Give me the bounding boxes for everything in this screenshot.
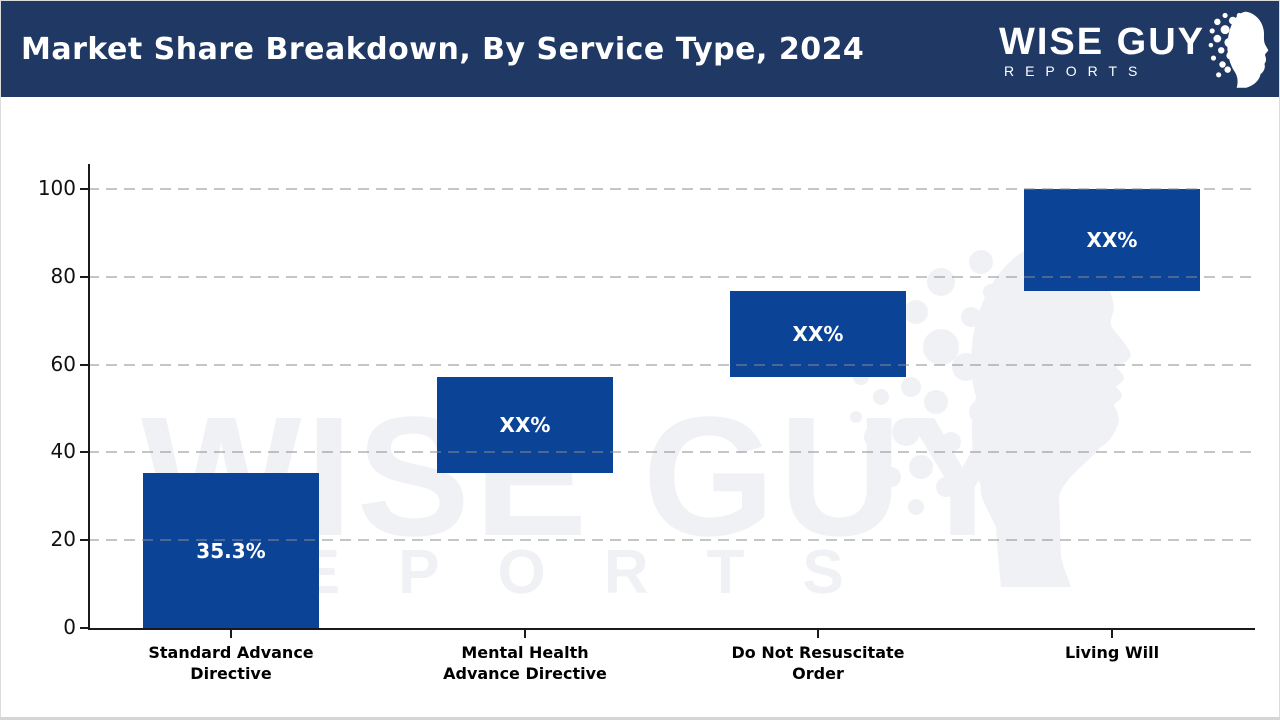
- gridline-y80: [88, 275, 1255, 278]
- ytick-label-80: 80: [50, 263, 76, 288]
- category-label: Do Not Resuscitate Order: [731, 643, 905, 683]
- y-axis-line: [88, 164, 90, 630]
- bar-segment: [1024, 189, 1200, 291]
- ytick-label-20: 20: [50, 527, 76, 552]
- ytick-mark-80: [80, 275, 88, 278]
- xtick-mark-2: [817, 630, 819, 638]
- logo-head-icon: [1205, 9, 1271, 93]
- ytick-label-40: 40: [50, 439, 76, 464]
- xtick-mark-0: [230, 630, 232, 638]
- xtick-mark-1: [524, 630, 526, 638]
- page-title: Market Share Breakdown, By Service Type,…: [21, 31, 865, 67]
- category-label: Standard Advance Directive: [148, 643, 314, 683]
- gridline-y60: [88, 363, 1255, 366]
- category-label: Mental Health Advance Directive: [443, 643, 607, 683]
- bar-segment: [730, 290, 906, 377]
- ytick-label-60: 60: [50, 351, 76, 376]
- bar-value-label: 35.3%: [196, 538, 266, 563]
- bar-value-label: XX%: [1086, 227, 1138, 252]
- ytick-label-0: 0: [63, 615, 76, 639]
- ytick-label-100: 100: [37, 176, 76, 200]
- ytick-mark-40: [80, 451, 88, 454]
- ytick-mark-0: [80, 627, 88, 629]
- logo-text: WISE GUY REPORTS: [999, 22, 1205, 80]
- wise-guy-logo: WISE GUY REPORTS: [999, 9, 1271, 93]
- watermark-head-icon: [821, 227, 1177, 591]
- x-axis-line: [88, 628, 1255, 630]
- gridline-y100: [88, 188, 1255, 190]
- chart-area: WISE GUY REPORTS: [1, 97, 1279, 717]
- bar-segment: [437, 376, 613, 474]
- category-label: Living Will: [1064, 643, 1160, 662]
- bar-value-label: XX%: [792, 321, 844, 346]
- ytick-mark-100: [80, 188, 88, 190]
- gridline-y40: [88, 451, 1255, 454]
- ytick-mark-20: [80, 539, 88, 542]
- logo-subtitle: REPORTS: [1003, 63, 1149, 79]
- logo-wordmark: WISE GUY: [998, 21, 1205, 63]
- ytick-mark-60: [80, 363, 88, 366]
- bar-value-label: XX%: [499, 412, 551, 437]
- xtick-mark-3: [1111, 630, 1113, 638]
- gridline-y20: [88, 539, 1255, 542]
- header-bar: Market Share Breakdown, By Service Type,…: [1, 1, 1279, 97]
- bar-segment: [143, 473, 319, 628]
